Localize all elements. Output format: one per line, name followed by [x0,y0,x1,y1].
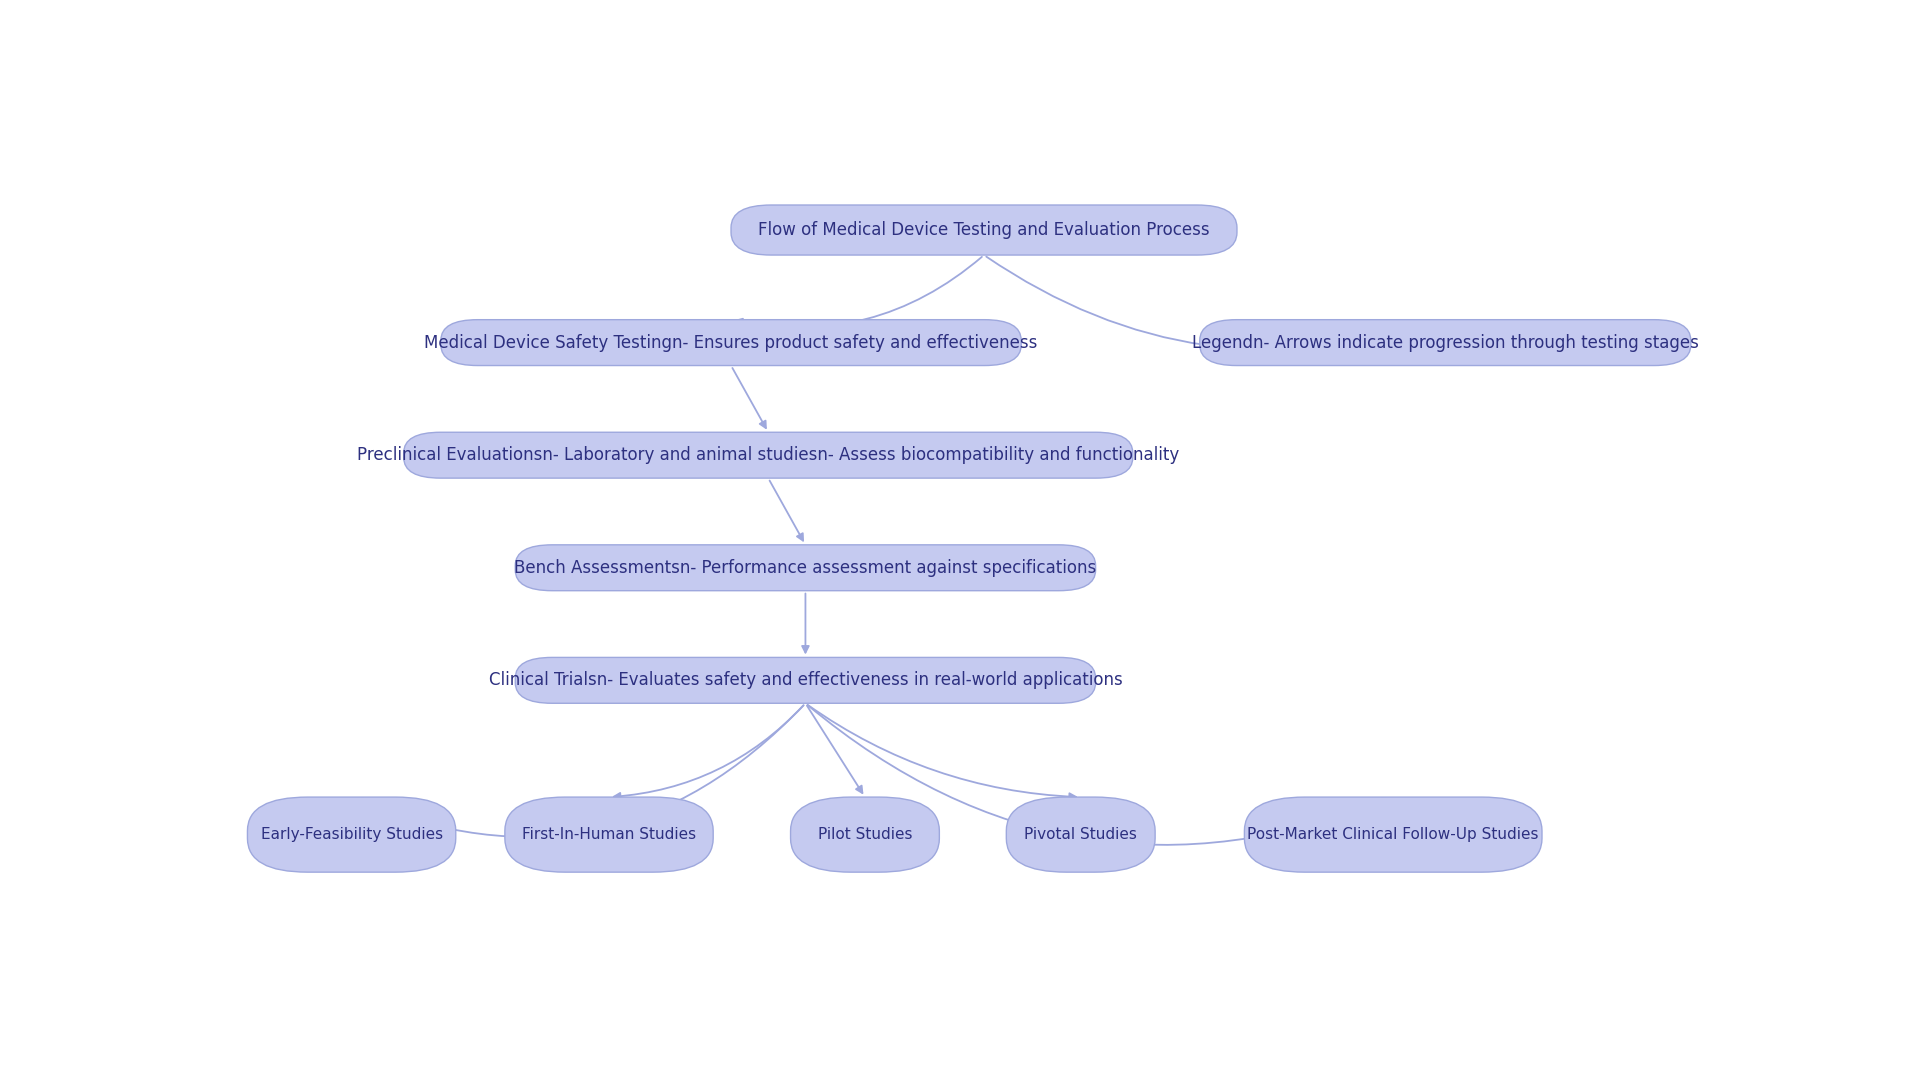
FancyBboxPatch shape [1006,797,1156,872]
FancyBboxPatch shape [791,797,939,872]
Text: Early-Feasibility Studies: Early-Feasibility Studies [261,827,444,843]
Text: Legendn- Arrows indicate progression through testing stages: Legendn- Arrows indicate progression thr… [1192,334,1699,352]
FancyBboxPatch shape [1200,319,1692,366]
FancyBboxPatch shape [442,319,1021,366]
Text: Pilot Studies: Pilot Studies [818,827,912,843]
FancyBboxPatch shape [515,545,1096,590]
FancyBboxPatch shape [505,797,712,872]
Text: Medical Device Safety Testingn- Ensures product safety and effectiveness: Medical Device Safety Testingn- Ensures … [424,334,1037,352]
Text: Preclinical Evaluationsn- Laboratory and animal studiesn- Assess biocompatibilit: Preclinical Evaluationsn- Laboratory and… [357,446,1179,465]
Text: Post-Market Clinical Follow-Up Studies: Post-Market Clinical Follow-Up Studies [1248,827,1540,843]
FancyBboxPatch shape [248,797,455,872]
Text: Bench Assessmentsn- Performance assessment against specifications: Bench Assessmentsn- Performance assessme… [515,559,1096,577]
FancyBboxPatch shape [515,657,1096,703]
Text: Clinical Trialsn- Evaluates safety and effectiveness in real-world applications: Clinical Trialsn- Evaluates safety and e… [488,671,1123,690]
FancyBboxPatch shape [1244,797,1542,872]
FancyBboxPatch shape [732,205,1236,256]
Text: Pivotal Studies: Pivotal Studies [1023,827,1137,843]
FancyBboxPatch shape [403,432,1133,478]
Text: Flow of Medical Device Testing and Evaluation Process: Flow of Medical Device Testing and Evalu… [758,221,1210,239]
Text: First-In-Human Studies: First-In-Human Studies [522,827,697,843]
